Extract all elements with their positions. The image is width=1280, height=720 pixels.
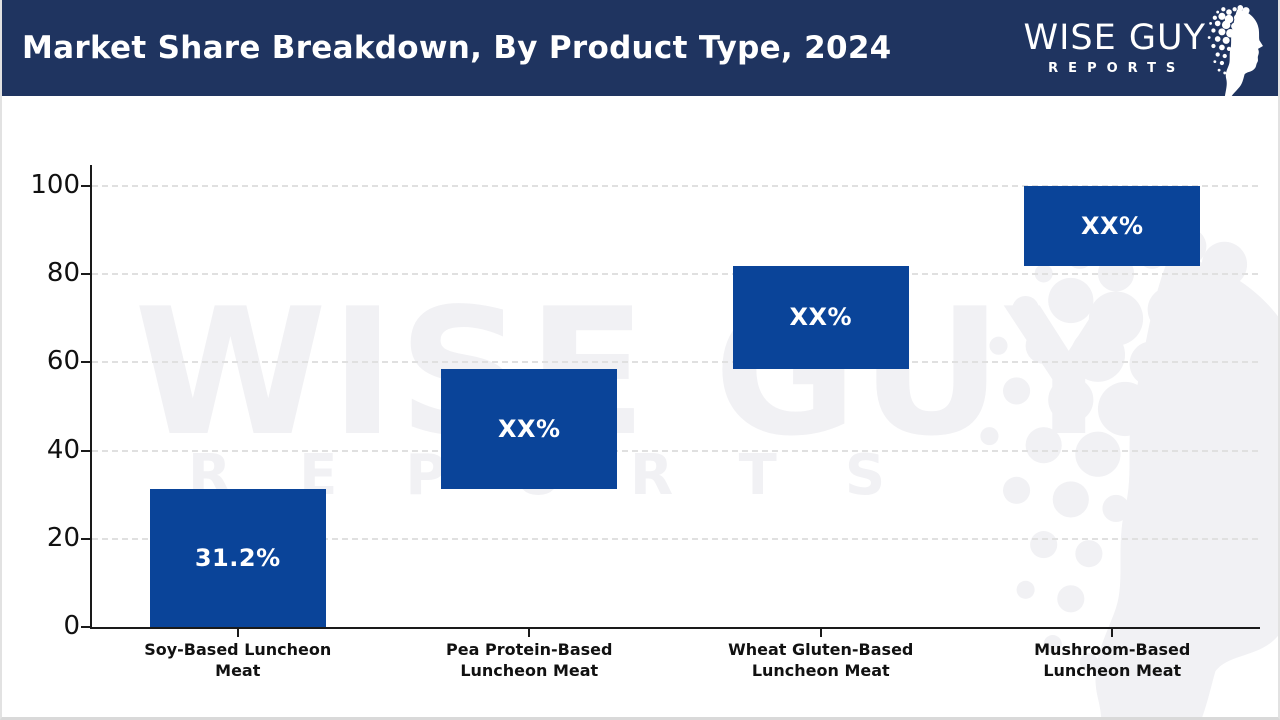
gridline [92, 361, 1258, 364]
watermark-text: WISE GUY [134, 272, 1136, 475]
y-tick-label: 20 [46, 522, 80, 553]
bar-value-label: XX% [497, 415, 561, 444]
x-tick [528, 629, 531, 637]
y-tick [81, 185, 90, 187]
y-tick-label: 100 [30, 170, 80, 200]
x-tick [236, 629, 239, 637]
header: Market Share Breakdown, By Product Type,… [2, 0, 1278, 96]
gridline [92, 537, 1258, 540]
bar: XX% [441, 369, 618, 490]
y-tick-label: 60 [46, 346, 80, 377]
bar: XX% [732, 265, 909, 369]
y-tick [81, 449, 90, 452]
y-tick [81, 273, 90, 276]
x-tick [1111, 629, 1114, 637]
y-tick-label: 80 [46, 258, 80, 289]
y-axis-spine [90, 165, 92, 629]
brand-name: WISE GUY [1023, 17, 1206, 58]
x-axis-spine [90, 627, 1260, 629]
bar-value-label: XX% [789, 303, 853, 332]
x-tick-label: Pea Protein-Based Luncheon Meat [446, 640, 613, 680]
y-tick-label: 0 [63, 611, 80, 641]
x-tick-label: Mushroom-Based Luncheon Meat [1034, 640, 1191, 680]
gridline [92, 449, 1258, 452]
bar: 31.2% [149, 489, 326, 627]
gridline [92, 273, 1258, 276]
bar: XX% [1024, 186, 1201, 266]
x-tick-label: Soy-Based Luncheon Meat [144, 640, 332, 680]
brand-tagline: REPORTS [1048, 60, 1186, 76]
brand-text: WISE GUY REPORTS [1023, 17, 1206, 76]
bar-value-label: XX% [1080, 211, 1144, 240]
x-tick-label: Wheat Gluten-Based Luncheon Meat [728, 640, 914, 680]
y-tick [81, 537, 90, 540]
y-tick [81, 626, 90, 628]
bar-value-label: 31.2% [194, 544, 281, 573]
x-tick [819, 629, 822, 637]
brand-logo: WISE GUY REPORTS [1023, 0, 1268, 96]
page-title: Market Share Breakdown, By Product Type,… [22, 30, 892, 66]
gridline [92, 185, 1258, 187]
y-tick [81, 361, 90, 364]
y-tick-label: 40 [46, 434, 80, 465]
